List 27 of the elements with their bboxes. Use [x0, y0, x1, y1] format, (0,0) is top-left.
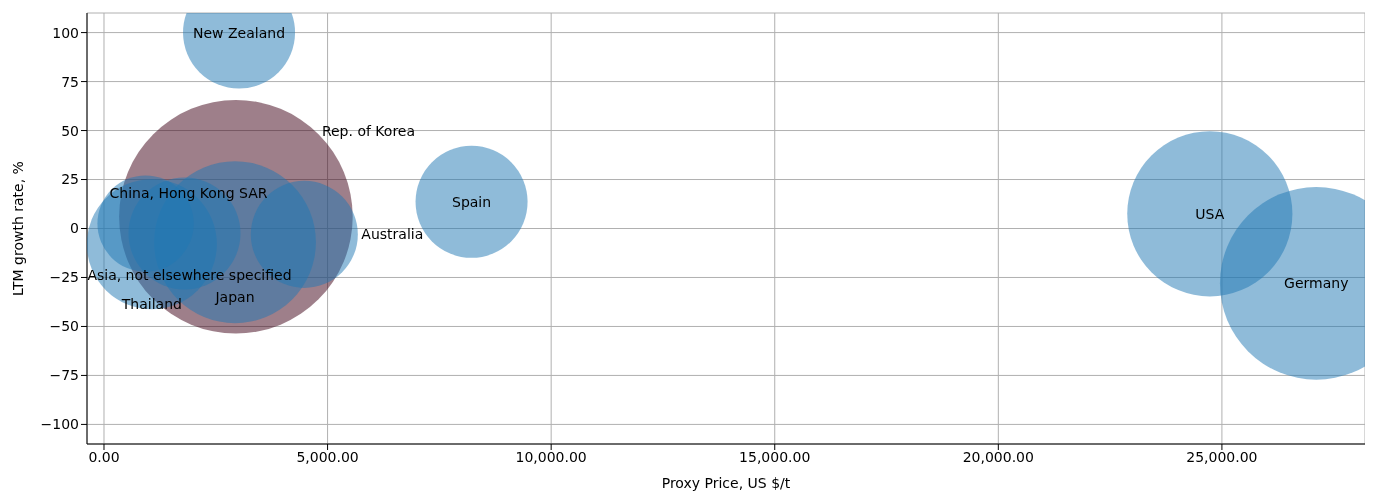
series-label: Rep. of Korea — [321, 122, 416, 139]
x-axis-title: Proxy Price, US $/t — [661, 475, 791, 491]
series-label: USA — [1195, 205, 1225, 222]
y-tick-label: −25 — [49, 269, 79, 286]
x-tick-label: 25,000.00 — [1186, 448, 1258, 465]
y-tick-label: −100 — [40, 416, 79, 433]
x-tick-label: 0.00 — [88, 448, 120, 465]
series-label: China, Hong Kong SAR — [109, 184, 268, 201]
y-tick-label: 50 — [61, 122, 79, 139]
series-label: Germany — [1284, 275, 1349, 292]
series-label: New Zealand — [193, 24, 286, 41]
y-tick-label: −50 — [49, 318, 79, 335]
series-label: Australia — [361, 226, 424, 243]
series-label: Asia, not elsewhere specified — [87, 267, 292, 284]
y-axis-title: LTM growth rate, % — [9, 161, 26, 296]
x-tick-label: 20,000.00 — [962, 448, 1034, 465]
y-tick-label: 75 — [61, 73, 79, 90]
y-tick-label: 100 — [52, 24, 79, 41]
x-tick-label: 10,000.00 — [515, 448, 587, 465]
y-tick-label: 0 — [70, 220, 79, 237]
y-tick-label: 25 — [61, 171, 79, 188]
x-tick-label: 15,000.00 — [739, 448, 811, 465]
series-label: Japan — [214, 289, 255, 306]
series-label: Thailand — [120, 296, 182, 313]
y-tick-label: −75 — [49, 367, 79, 384]
series-label: Spain — [452, 193, 492, 210]
x-tick-label: 5,000.00 — [296, 448, 359, 465]
